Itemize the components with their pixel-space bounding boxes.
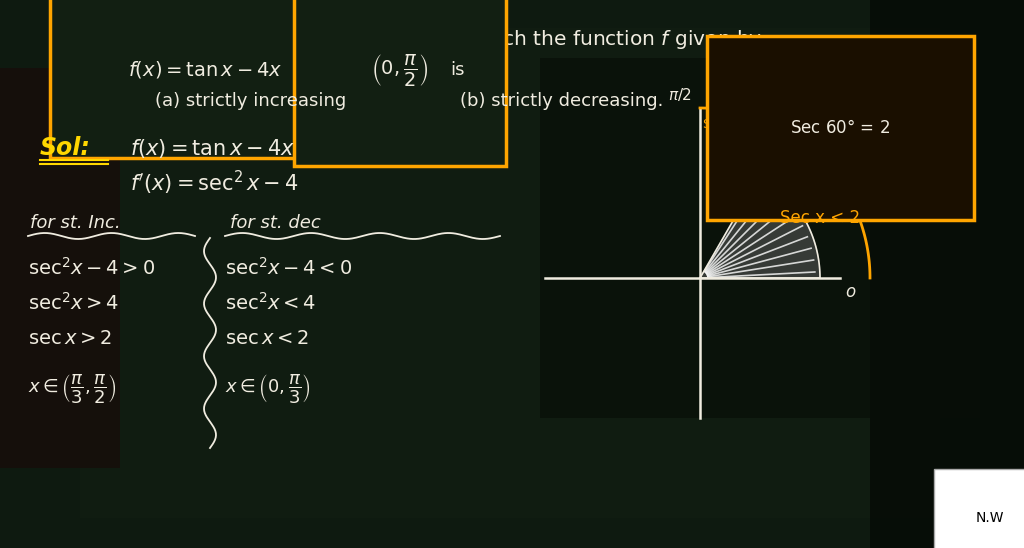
Text: for st. dec: for st. dec	[230, 214, 321, 232]
Text: $o$: $o$	[845, 283, 856, 301]
Text: $x \in \left(0, \dfrac{\pi}{3}\right)$: $x \in \left(0, \dfrac{\pi}{3}\right)$	[225, 372, 311, 404]
Polygon shape	[700, 174, 820, 278]
Text: (b) strictly decreasing.: (b) strictly decreasing.	[460, 92, 664, 110]
Text: $\left(0,\dfrac{\pi}{2}\right)$: $\left(0,\dfrac{\pi}{2}\right)$	[372, 52, 428, 88]
Text: (a) strictly increasing: (a) strictly increasing	[155, 92, 346, 110]
Text: $f'(x) = \sec^2 x - 4$: $f'(x) = \sec^2 x - 4$	[130, 169, 299, 197]
Text: $\pi/2$: $\pi/2$	[668, 86, 692, 103]
Text: for st. Inc.: for st. Inc.	[30, 214, 121, 232]
Bar	[80, 28, 940, 518]
Text: $\mathrm{sec}\, x > 2$: $\mathrm{sec}\, x > 2$	[28, 328, 112, 347]
Text: $\mathrm{sec}^2 x - 4 < 0$: $\mathrm{sec}^2 x - 4 < 0$	[225, 257, 352, 279]
Text: $x \in$: $x \in$	[330, 61, 360, 79]
Text: $x \in \left(\dfrac{\pi}{3}, \dfrac{\pi}{2}\right)$: $x \in \left(\dfrac{\pi}{3}, \dfrac{\pi}…	[28, 372, 116, 404]
Bar	[540, 58, 980, 418]
Text: Sec x < 2: Sec x < 2	[780, 209, 860, 227]
Text: N.W: N.W	[976, 511, 1005, 525]
Bar	[0, 68, 120, 468]
Text: Find the intervals in which the function $f$ given by: Find the intervals in which the function…	[261, 28, 763, 51]
Text: Secx>: Secx>	[702, 118, 742, 131]
Text: Sec $60°$ = 2: Sec $60°$ = 2	[790, 119, 890, 137]
Text: is: is	[450, 61, 465, 79]
Text: $\mathrm{sec}^2 x > 4$: $\mathrm{sec}^2 x > 4$	[28, 292, 119, 314]
Text: $f(x) = \tan x - 4x$: $f(x) = \tan x - 4x$	[128, 60, 283, 81]
Bar	[870, 0, 1024, 548]
Text: Sol:: Sol:	[40, 136, 91, 160]
Text: $\mathrm{sec}^2 x - 4 > 0$: $\mathrm{sec}^2 x - 4 > 0$	[28, 257, 155, 279]
Text: $\mathrm{sec}\, x < 2$: $\mathrm{sec}\, x < 2$	[225, 328, 309, 347]
Text: Q.: Q.	[78, 53, 123, 87]
Text: $f(x) = \tan x - 4x$: $f(x) = \tan x - 4x$	[130, 136, 295, 159]
Text: $\mathrm{sec}^2 x < 4$: $\mathrm{sec}^2 x < 4$	[225, 292, 316, 314]
